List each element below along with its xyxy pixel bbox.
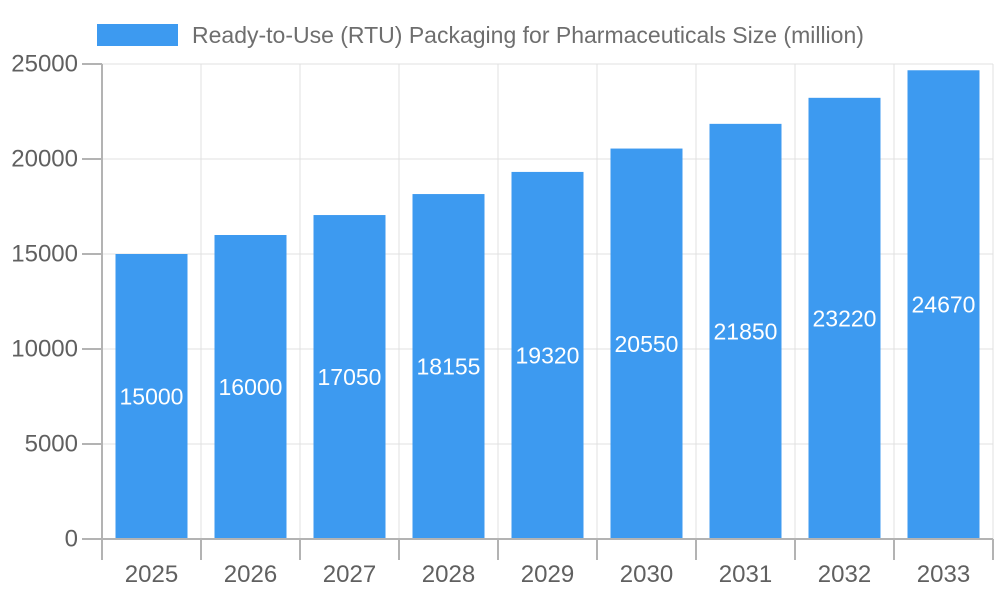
bar[interactable]	[412, 194, 485, 539]
bar[interactable]	[907, 70, 980, 540]
y-tick-label: 10000	[11, 336, 78, 363]
bar-value-label: 20550	[615, 331, 679, 357]
x-tick-label: 2027	[323, 561, 376, 588]
bar[interactable]	[313, 215, 386, 540]
bar-value-label: 17050	[318, 364, 382, 390]
bar-value-label: 21850	[714, 318, 778, 344]
bar-value-label: 24670	[912, 292, 976, 318]
y-tick-label: 20000	[11, 146, 78, 173]
bar[interactable]	[808, 97, 881, 539]
bar[interactable]	[115, 254, 188, 539]
x-tick-label: 2032	[818, 561, 871, 588]
x-tick-label: 2033	[917, 561, 970, 588]
bar-value-label: 19320	[516, 342, 580, 368]
legend[interactable]: Ready-to-Use (RTU) Packaging for Pharmac…	[97, 22, 864, 48]
bar-value-label: 15000	[120, 384, 184, 410]
bar[interactable]	[610, 148, 683, 540]
x-tick-label: 2029	[521, 561, 574, 588]
y-tick-label: 15000	[11, 241, 78, 268]
legend-label: Ready-to-Use (RTU) Packaging for Pharmac…	[192, 22, 864, 48]
legend-swatch	[97, 24, 178, 46]
y-tick-label: 0	[65, 526, 78, 553]
bar-value-label: 18155	[417, 354, 481, 380]
bar[interactable]	[214, 235, 287, 539]
bar-value-label: 23220	[813, 305, 877, 331]
bar-value-label: 16000	[219, 374, 283, 400]
y-tick-label: 5000	[25, 431, 78, 458]
x-tick-label: 2026	[224, 561, 277, 588]
x-tick-label: 2028	[422, 561, 475, 588]
x-tick-label: 2025	[125, 561, 178, 588]
x-tick-label: 2031	[719, 561, 772, 588]
x-tick-label: 2030	[620, 561, 673, 588]
y-tick-label: 25000	[11, 51, 78, 78]
bar[interactable]	[511, 171, 584, 540]
bar[interactable]	[709, 123, 782, 539]
